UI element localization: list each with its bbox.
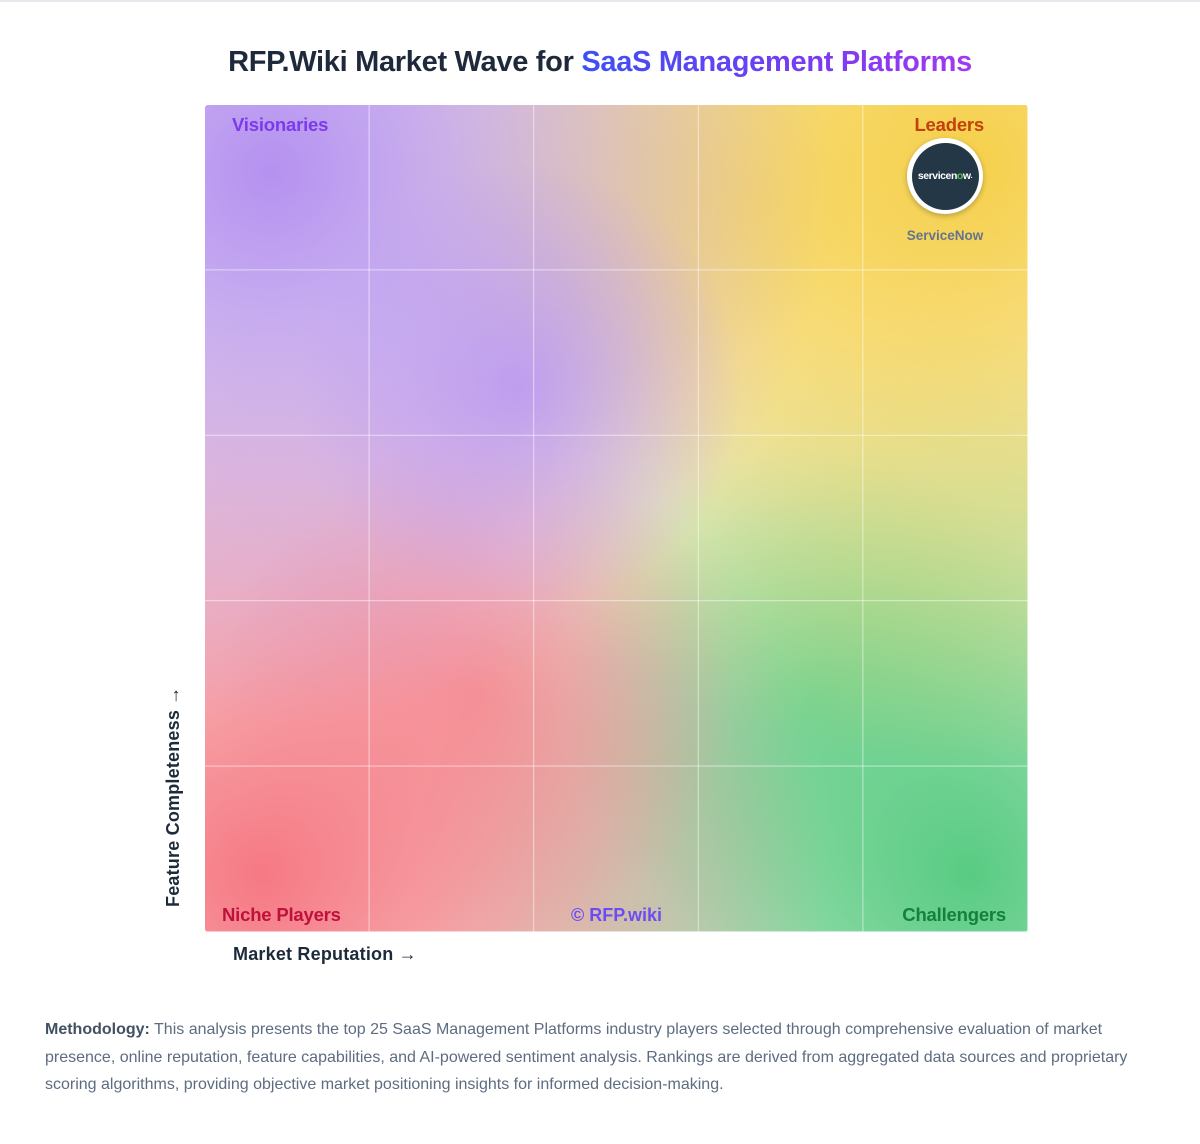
- quadrant-label-niche-players: Niche Players: [222, 904, 341, 926]
- x-axis-label: Market Reputation →: [233, 944, 417, 964]
- market-wave-quadrant-chart: Visionaries Leaders Niche Players Challe…: [205, 105, 1028, 932]
- quadrant-label-leaders: Leaders: [914, 114, 984, 135]
- y-axis-label: Feature Completeness →: [163, 686, 183, 907]
- servicenow-point-label: ServiceNow: [906, 228, 984, 243]
- logo-text-trademark-dot: .: [970, 173, 973, 180]
- servicenow-logo-text: servicenow.: [917, 170, 973, 182]
- servicenow-logo-badge: servicenow.: [907, 138, 983, 214]
- methodology-body: This analysis presents the top 25 SaaS M…: [45, 1021, 1128, 1094]
- servicenow-logo-icon: servicenow.: [911, 142, 979, 210]
- logo-text-prefix: servicen: [917, 170, 957, 182]
- title-prefix: RFP.Wiki Market Wave for: [228, 46, 574, 78]
- grid-lines: [205, 105, 1028, 932]
- title-highlight: SaaS Management Platforms: [581, 46, 972, 78]
- rfp-wiki-watermark: © RFP.wiki: [205, 905, 1028, 926]
- methodology-label: Methodology:: [45, 1021, 150, 1038]
- quadrant-label-visionaries: Visionaries: [232, 114, 329, 135]
- logo-text-suffix: w: [962, 170, 971, 182]
- page-title: RFP.Wiki Market Wave for SaaS Management…: [0, 46, 1200, 79]
- methodology-note: Methodology: This analysis presents the …: [45, 1016, 1157, 1099]
- quadrant-label-challengers: Challengers: [902, 904, 1006, 926]
- logo-text-green-o: o: [956, 170, 963, 182]
- servicenow-data-point[interactable]: servicenow. ServiceNow: [869, 138, 1021, 243]
